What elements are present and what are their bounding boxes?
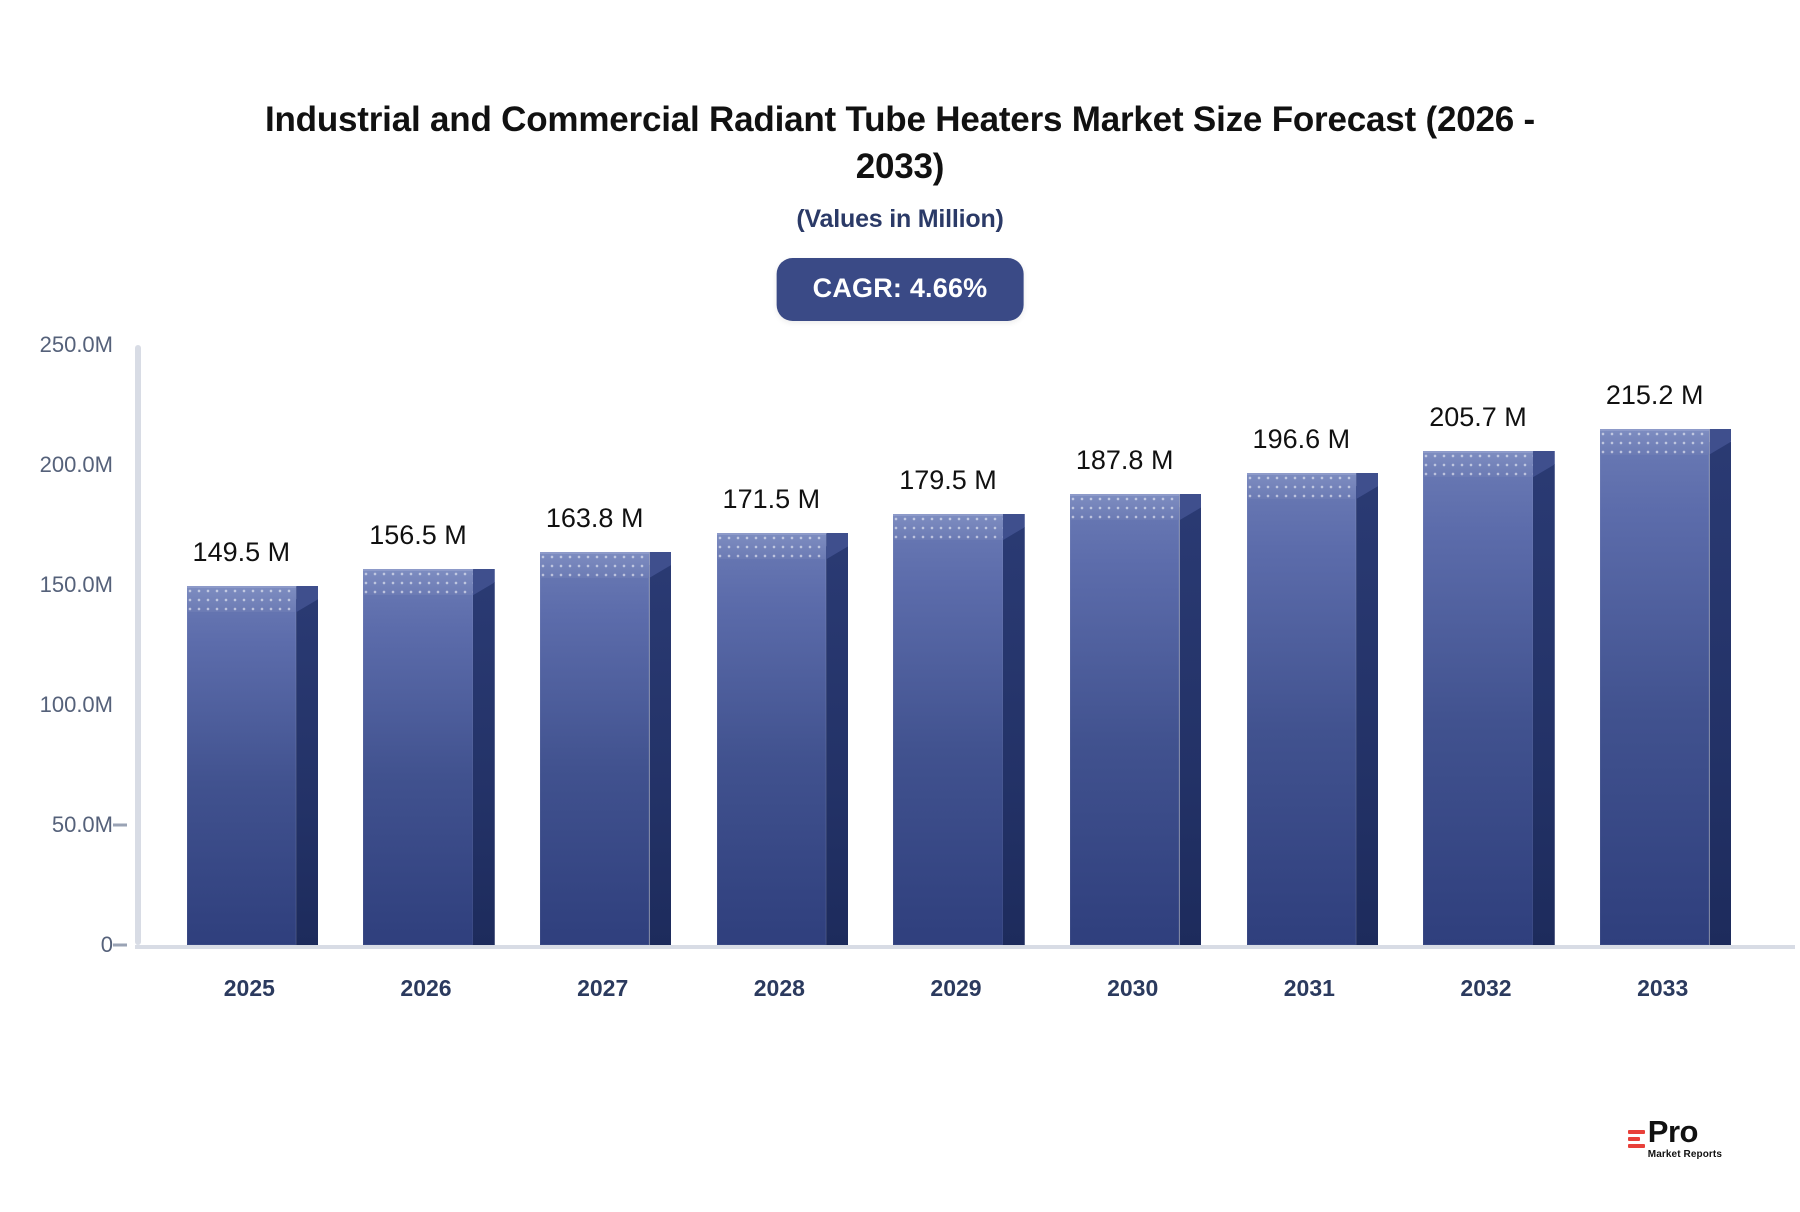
bar-front-face [716,533,827,945]
bar-2026[interactable]: 156.5 M [363,520,495,945]
bars-layer: 149.5 M 156.5 M 163.8 M 171.5 M 179.5 M 187.8… [135,345,1765,945]
bar-value-label: 149.5 M [192,537,291,568]
plot-area: 149.5 M 156.5 M 163.8 M 171.5 M 179.5 M 187.8… [40,332,1795,957]
bar-top-face [186,586,297,613]
bar-top-face [1599,428,1710,455]
bar-value-label: 215.2 M [1605,379,1704,410]
bar-value-label: 163.8 M [545,502,644,533]
bar-front-face [1423,451,1533,945]
y-axis-tick-label: 0 [100,932,113,957]
bar-value-label: 171.5 M [722,484,821,515]
bar-value-label: 156.5 M [369,520,467,551]
bar-front-face [363,569,473,945]
bar-side-face [472,582,495,945]
chart-title: Industrial and Commercial Radiant Tube H… [264,100,1536,187]
bar-2032[interactable]: 205.7 M [1423,402,1555,945]
bar-side-face [1002,527,1025,945]
x-axis-tick-label: 2026 [400,975,452,1001]
bar-top-face [1423,451,1533,478]
x-axis-tick-label: 2027 [577,975,629,1001]
y-axis-tick-label: 100.0M [39,692,113,717]
y-axis-tick-mark [113,823,127,827]
x-axis-tick-label: 2031 [1283,975,1335,1001]
bar-value-label: 179.5 M [899,465,997,496]
x-axis-tick-label: 2030 [1107,975,1159,1001]
bar-side-face [649,564,672,945]
bar-front-face [186,586,297,945]
bar-2027[interactable]: 163.8 M [539,503,672,945]
bar-2028[interactable]: 171.5 M [716,484,849,945]
y-axis-tick-mark [113,943,127,947]
bar-value-label: 187.8 M [1075,445,1174,476]
x-axis-line [135,945,1795,949]
bar-side-face [1532,464,1555,945]
bar-side-face [826,546,849,945]
y-axis-tick-label: 150.0M [39,572,113,597]
bar-2033[interactable]: 215.2 M [1599,380,1732,945]
bar-2025[interactable]: 149.5 M [186,537,319,945]
bar-front-face [893,514,1003,945]
bar-top-face [716,533,827,560]
bar-top-face [539,551,650,578]
bar-top-face [1069,494,1180,521]
bar-2029[interactable]: 179.5 M [893,465,1025,945]
bar-front-face [539,551,650,945]
x-axis-tick-label: 2032 [1460,975,1512,1001]
bar-front-face [1599,428,1710,945]
x-axis-tick-label: 2025 [223,975,275,1001]
chart-subtitle: (Values in Million) [796,204,1004,233]
bar-2031[interactable]: 196.6 M [1246,424,1379,945]
logo-bars-icon [1627,1128,1645,1148]
bar-top-face [893,514,1003,541]
y-axis-tick-label: 200.0M [39,452,113,477]
bar-top-face [363,569,473,596]
bar-value-label: 205.7 M [1429,402,1527,433]
x-axis-tick-label: 2029 [930,975,982,1001]
bar-side-face [1179,507,1202,945]
bar-side-face [1709,441,1732,945]
cagr-badge: CAGR: 4.66% [776,258,1024,321]
y-axis-tick-label: 50.0M [51,812,113,837]
bar-value-label: 196.6 M [1252,424,1351,455]
x-axis-tick-label: 2033 [1637,975,1689,1001]
bar-top-face [1246,473,1357,500]
bar-side-face [296,599,319,945]
chart-header: Industrial and Commercial Radiant Tube H… [140,96,1660,234]
logo-name: Pro [1647,1114,1699,1149]
logo-tagline: Market Reports [1647,1149,1722,1160]
y-axis-tick-label: 250.0M [39,332,113,357]
bar-front-face [1246,473,1357,945]
logo-text: Pro Market Reports [1648,1116,1722,1160]
x-axis-tick-label: 2028 [753,975,805,1001]
y-axis-line [135,345,141,945]
brand-logo: Pro Market Reports [1627,1116,1722,1160]
bar-front-face [1069,494,1180,945]
bar-side-face [1356,486,1379,945]
bar-2030[interactable]: 187.8 M [1069,445,1202,945]
